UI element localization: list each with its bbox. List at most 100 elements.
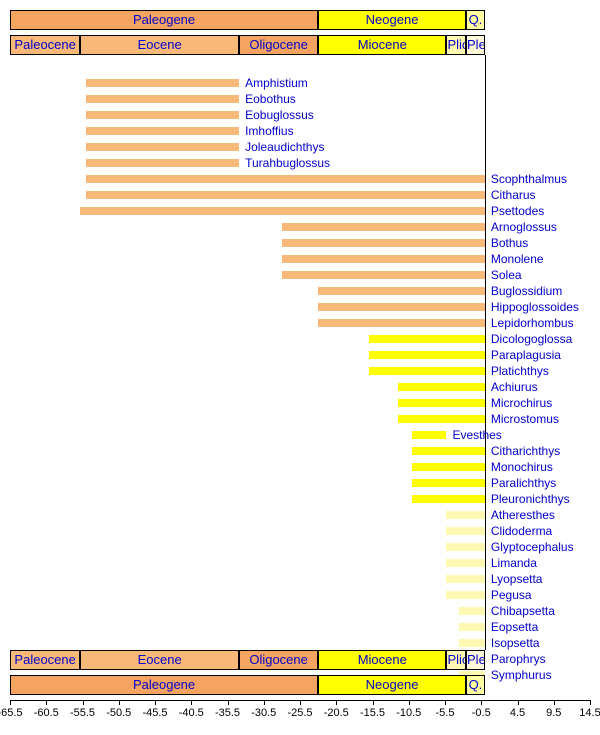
taxon-label-parophrys: Parophrys — [491, 652, 546, 666]
taxon-label-paraplagusia: Paraplagusia — [491, 348, 561, 362]
taxon-bar-joleaudichthys — [86, 143, 239, 151]
tick-14.5: 14.5 — [579, 707, 600, 719]
taxon-label-bothus: Bothus — [491, 236, 528, 250]
epoch-bottom-plio: Plio. — [446, 650, 466, 670]
taxon-bar-glyptocephalus — [446, 543, 484, 551]
taxon-bar-solea — [282, 271, 485, 279]
tick--5.5: -5.5 — [436, 707, 455, 719]
taxon-label-clidoderma: Clidoderma — [491, 524, 552, 538]
tick--0.5: -0.5 — [472, 707, 491, 719]
epoch-bottom-pleist: Pleist. — [466, 650, 485, 670]
taxon-bar-eobuglossus — [86, 111, 239, 119]
taxon-label-glyptocephalus: Glyptocephalus — [491, 540, 574, 554]
tick--65.5: -65.5 — [0, 707, 23, 719]
epoch-top-eocene: Eocene — [80, 35, 239, 55]
taxon-label-lyopsetta: Lyopsetta — [491, 572, 543, 586]
period-bottom-paleogene: Paleogene — [10, 675, 318, 695]
period-top-neogene: Neogene — [318, 10, 466, 30]
period-top-paleogene: Paleogene — [10, 10, 318, 30]
taxon-label-pegusa: Pegusa — [491, 588, 532, 602]
taxon-bar-arnoglossus — [282, 223, 485, 231]
timeline-chart: PaleogeneNeogeneQ.PaleoceneEoceneOligoce… — [0, 0, 600, 735]
taxon-label-lepidorhombus: Lepidorhombus — [491, 316, 574, 330]
taxon-bar-paralichthys — [412, 479, 485, 487]
taxon-label-arnoglossus: Arnoglossus — [491, 220, 557, 234]
epoch-top-miocene: Miocene — [318, 35, 446, 55]
taxon-label-eobothus: Eobothus — [245, 92, 296, 106]
taxon-bar-hippoglossoides — [318, 303, 485, 311]
taxon-bar-platichthys — [369, 367, 485, 375]
taxon-label-limanda: Limanda — [491, 556, 537, 570]
taxon-bar-imhoffius — [86, 127, 239, 135]
taxon-bar-isopsetta — [459, 639, 485, 647]
taxon-bar-microstomus — [398, 415, 485, 423]
taxon-bar-bothus — [282, 239, 485, 247]
taxon-bar-citharichthys — [412, 447, 485, 455]
epoch-top-oligocene: Oligocene — [239, 35, 318, 55]
taxon-bar-paraplagusia — [369, 351, 485, 359]
taxon-bar-citharus — [86, 191, 485, 199]
taxon-label-monochirus: Monochirus — [491, 460, 553, 474]
taxon-bar-evesthes — [412, 431, 446, 439]
period-top-q: Q. — [466, 10, 485, 30]
tick--20.5: -20.5 — [324, 707, 349, 719]
taxon-bar-turahbuglossus — [86, 159, 239, 167]
period-bottom-q: Q. — [466, 675, 485, 695]
epoch-bottom-eocene: Eocene — [80, 650, 239, 670]
taxon-bar-eobothus — [86, 95, 239, 103]
taxon-bar-clidoderma — [446, 527, 484, 535]
period-bottom-neogene: Neogene — [318, 675, 466, 695]
taxon-bar-dicologoglossa — [369, 335, 485, 343]
taxon-bar-scophthalmus — [86, 175, 485, 183]
tick--55.5: -55.5 — [70, 707, 95, 719]
taxon-label-turahbuglossus: Turahbuglossus — [245, 156, 330, 170]
tick--10.5: -10.5 — [396, 707, 421, 719]
tick-4.5: 4.5 — [510, 707, 525, 719]
taxon-label-psettodes: Psettodes — [491, 204, 544, 218]
taxon-label-citharichthys: Citharichthys — [491, 444, 560, 458]
taxon-label-buglossidium: Buglossidium — [491, 284, 562, 298]
taxon-label-scophthalmus: Scophthalmus — [491, 172, 567, 186]
tick--45.5: -45.5 — [142, 707, 167, 719]
taxon-label-dicologoglossa: Dicologoglossa — [491, 332, 572, 346]
taxon-label-atheresthes: Atheresthes — [491, 508, 555, 522]
taxon-label-chibapsetta: Chibapsetta — [491, 604, 555, 618]
taxon-label-hippoglossoides: Hippoglossoides — [491, 300, 579, 314]
taxon-label-imhoffius: Imhoffius — [245, 124, 293, 138]
taxon-label-eobuglossus: Eobuglossus — [245, 108, 314, 122]
taxon-label-joleaudichthys: Joleaudichthys — [245, 140, 324, 154]
taxon-label-citharus: Citharus — [491, 188, 536, 202]
taxon-label-evesthes: Evesthes — [452, 428, 501, 442]
epoch-top-paleocene: Paleocene — [10, 35, 80, 55]
taxon-label-achiurus: Achiurus — [491, 380, 538, 394]
tick--30.5: -30.5 — [251, 707, 276, 719]
taxon-bar-pegusa — [446, 591, 484, 599]
tick--15.5: -15.5 — [360, 707, 385, 719]
taxon-label-amphistium: Amphistium — [245, 76, 308, 90]
taxon-label-isopsetta: Isopsetta — [491, 636, 540, 650]
taxon-label-eopsetta: Eopsetta — [491, 620, 538, 634]
taxon-label-solea: Solea — [491, 268, 522, 282]
epoch-top-pleist: Pleist. — [466, 35, 485, 55]
taxon-label-pleuronichthys: Pleuronichthys — [491, 492, 570, 506]
taxon-label-microstomus: Microstomus — [491, 412, 559, 426]
present-line — [485, 55, 486, 650]
taxon-bar-pleuronichthys — [412, 495, 485, 503]
taxon-label-symphurus: Symphurus — [491, 668, 552, 682]
tick--25.5: -25.5 — [287, 707, 312, 719]
taxon-label-platichthys: Platichthys — [491, 364, 549, 378]
taxon-bar-eopsetta — [459, 623, 485, 631]
tick--60.5: -60.5 — [34, 707, 59, 719]
taxon-bar-monolene — [282, 255, 485, 263]
tick--40.5: -40.5 — [179, 707, 204, 719]
taxon-bar-amphistium — [86, 79, 239, 87]
taxon-bar-lyopsetta — [446, 575, 484, 583]
taxon-bar-psettodes — [80, 207, 485, 215]
epoch-bottom-paleocene: Paleocene — [10, 650, 80, 670]
taxon-bar-atheresthes — [446, 511, 484, 519]
epoch-bottom-oligocene: Oligocene — [239, 650, 318, 670]
taxon-bar-microchirus — [398, 399, 485, 407]
taxon-bar-achiurus — [398, 383, 485, 391]
epoch-top-plio: Plio. — [446, 35, 466, 55]
taxon-bar-lepidorhombus — [318, 319, 485, 327]
